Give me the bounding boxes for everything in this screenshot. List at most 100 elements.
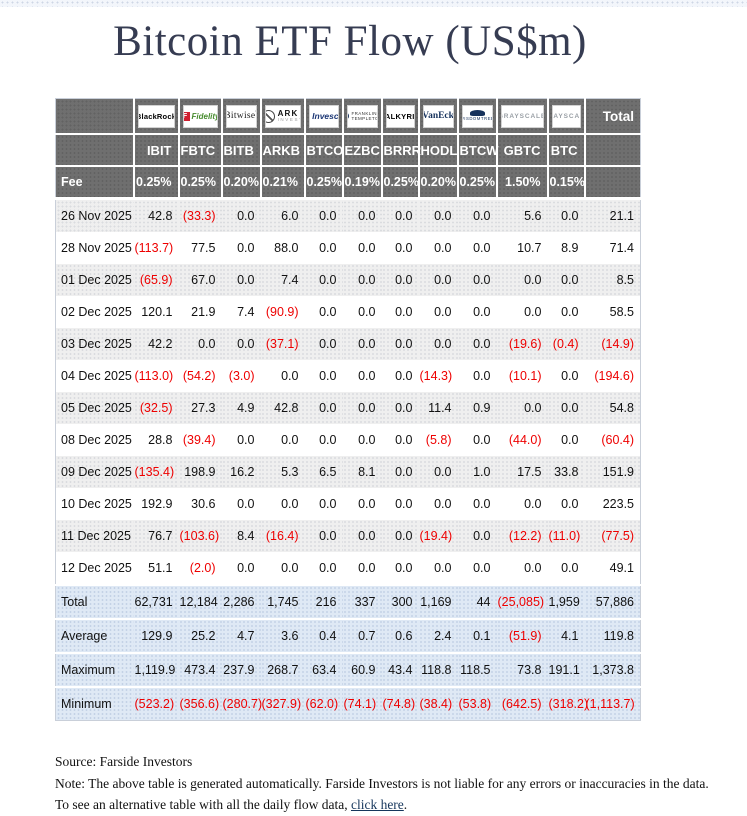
value-cell: 0.0	[304, 264, 343, 296]
value-cell: 0.0	[342, 360, 382, 392]
value-cell: (113.0)	[133, 360, 179, 392]
source-line: Source: Farside Investors	[55, 754, 193, 769]
summary-value-cell: (1,113.7)	[584, 686, 641, 721]
value-cell: 8.9	[547, 232, 585, 264]
value-cell: (5.8)	[418, 424, 458, 456]
summary-value-cell: 12,184	[178, 584, 222, 619]
summary-value-cell: 57,886	[584, 584, 641, 619]
value-cell: (135.4)	[133, 456, 179, 488]
value-cell: 0.0	[496, 392, 548, 424]
summary-label: Average	[55, 618, 134, 653]
fee-total-empty-cell	[583, 166, 641, 200]
value-cell: 33.8	[547, 456, 585, 488]
provider-header-cell: ARKINVEST	[259, 98, 305, 135]
summary-value-cell: 25.2	[178, 618, 222, 653]
fee-value-arkb: 0.21%	[259, 166, 305, 200]
click-here-link[interactable]: click here	[350, 797, 404, 813]
value-cell: (11.0)	[547, 520, 585, 552]
value-cell: 42.8	[260, 392, 305, 424]
value-cell: (103.6)	[178, 520, 222, 552]
flow-row-02-dec-2025: 02 Dec 2025 120.1 21.9 7.4 (90.9) 0.0 0.0 0.0 0.…	[55, 296, 641, 328]
franklin-circle-icon	[347, 112, 350, 120]
value-cell: 10.7	[496, 232, 548, 264]
table-corner-cell	[55, 98, 134, 135]
value-cell: 0.0	[221, 552, 261, 585]
value-cell: 5.3	[260, 456, 305, 488]
summary-value-cell: (25,085)	[496, 584, 548, 619]
summary-value-cell: (74.1)	[342, 686, 382, 721]
summary-label: Minimum	[55, 686, 134, 721]
provider-header-cell: Bitwise°	[220, 98, 261, 135]
value-cell: (14.9)	[584, 328, 641, 360]
page-title: Bitcoin ETF Flow (US$m)	[113, 18, 587, 65]
fee-value-fbtc: 0.25%	[177, 166, 222, 200]
provider-logo-franklin-templeton: FRANKLINTEMPLETON	[346, 104, 378, 128]
value-cell: (194.6)	[584, 360, 641, 392]
flow-row-26-nov-2025: 26 Nov 2025 42.8 (33.3) 0.0 6.0 0.0 0.0 0.0 0.0 0…	[55, 198, 641, 232]
fee-value-brrr: 0.25%	[380, 166, 419, 200]
ticker-btco: BTCO	[303, 134, 343, 167]
ticker-row-label-cell	[55, 134, 134, 167]
value-cell: 7.4	[260, 264, 305, 296]
value-cell: 0.0	[457, 198, 497, 232]
provider-header-cell: BlackRock	[132, 98, 179, 135]
value-cell: 0.0	[496, 488, 548, 520]
summary-value-cell: 1,119.9	[133, 652, 179, 687]
summary-value-cell: 473.4	[178, 652, 222, 687]
value-cell: 17.5	[496, 456, 548, 488]
value-cell: 0.0	[547, 296, 585, 328]
value-cell: 0.0	[304, 296, 343, 328]
value-cell: 0.0	[457, 360, 497, 392]
summary-value-cell: 1,745	[260, 584, 305, 619]
fee-row: Fee 0.25% 0.25% 0.20% 0.21% 0.25% 0.19% 0.25% 0.…	[55, 166, 641, 200]
page-top-texture	[0, 0, 747, 7]
ticker-fbtc: FBTC	[177, 134, 222, 167]
value-cell: 8.1	[342, 456, 382, 488]
summary-row-total: Total 62,731 12,184 2,286 1,745 216 337 300 1,16…	[55, 584, 641, 619]
ticker-btcw: BTCW	[456, 134, 499, 167]
value-cell: 0.0	[342, 296, 382, 328]
footer: Source: Farside Investors Note: The abov…	[55, 751, 720, 816]
value-cell: 0.0	[496, 264, 548, 296]
summary-row-minimum: Minimum (523.2) (356.6) (280.7) (327.9) (62.0…	[55, 686, 641, 721]
provider-header-cell: VanEck	[417, 98, 458, 135]
value-cell: 16.2	[221, 456, 261, 488]
value-cell: 0.0	[342, 198, 382, 232]
value-cell: 0.0	[304, 424, 343, 456]
summary-value-cell: (642.5)	[496, 686, 548, 721]
value-cell: (19.6)	[496, 328, 548, 360]
summary-value-cell: 73.8	[496, 652, 548, 687]
flow-row-11-dec-2025: 11 Dec 2025 76.7 (103.6) 8.4 (16.4) 0.0 0.0 0.0…	[55, 520, 641, 552]
value-cell: (65.9)	[133, 264, 179, 296]
summary-value-cell: 1,169	[418, 584, 458, 619]
value-cell: 0.0	[457, 264, 497, 296]
value-cell: 0.0	[221, 424, 261, 456]
fee-value-bitb: 0.20%	[220, 166, 261, 200]
ark-circle-icon	[265, 109, 275, 123]
value-cell: 0.0	[418, 552, 458, 585]
flow-row-03-dec-2025: 03 Dec 2025 42.2 0.0 0.0 (37.1) 0.0 0.0 0.0 0.0 0…	[55, 328, 641, 360]
provider-header-cell: ▲Invesco	[303, 98, 343, 135]
summary-value-cell: 1,373.8	[584, 652, 641, 687]
value-cell: 0.0	[304, 392, 343, 424]
value-cell: (33.3)	[178, 198, 222, 232]
value-cell: 0.0	[496, 552, 548, 585]
value-cell: 0.0	[342, 264, 382, 296]
value-cell: 0.0	[381, 198, 419, 232]
value-cell: 0.0	[260, 424, 305, 456]
summary-value-cell: 4.7	[221, 618, 261, 653]
summary-value-cell: (356.6)	[178, 686, 222, 721]
provider-logo-ark-invest: ARKINVEST	[264, 104, 301, 128]
value-cell: (60.4)	[584, 424, 641, 456]
value-cell: (3.0)	[221, 360, 261, 392]
value-cell: (113.7)	[133, 232, 179, 264]
value-cell: (77.5)	[584, 520, 641, 552]
value-cell: 0.0	[418, 296, 458, 328]
value-cell: (2.0)	[178, 552, 222, 585]
value-cell: 1.0	[457, 456, 497, 488]
value-cell: 0.0	[342, 552, 382, 585]
summary-value-cell: 216	[304, 584, 343, 619]
value-cell: (12.2)	[496, 520, 548, 552]
value-cell: 0.0	[547, 264, 585, 296]
date-cell: 12 Dec 2025	[55, 552, 134, 585]
